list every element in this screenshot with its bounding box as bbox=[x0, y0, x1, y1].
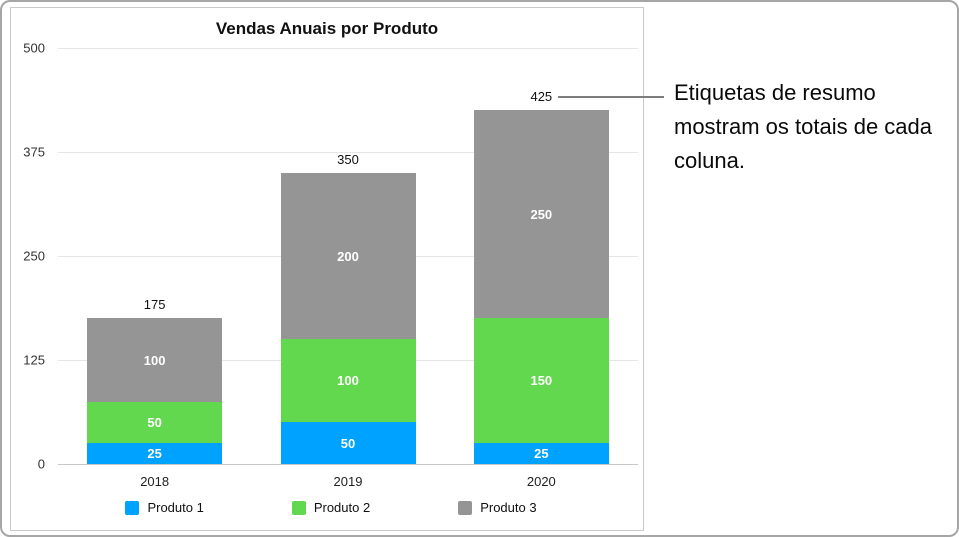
legend-item-produto-1: Produto 1 bbox=[125, 500, 204, 515]
chart-title: Vendas Anuais por Produto bbox=[215, 19, 439, 38]
legend-swatch bbox=[291, 500, 306, 515]
legend-swatch bbox=[125, 500, 140, 515]
x-axis-label: 2018 bbox=[140, 474, 170, 489]
total-label: 175 bbox=[143, 297, 166, 313]
bar-stack-2020: 25 150 250 bbox=[473, 110, 609, 464]
annotation-text: Etiquetas de resumo mostram os totais de… bbox=[674, 80, 933, 173]
gridline bbox=[58, 151, 638, 153]
bar-segment: 100 bbox=[280, 339, 416, 423]
segment-value-label: 100 bbox=[143, 352, 166, 368]
x-axis-label: 2020 bbox=[526, 474, 556, 489]
legend-label: Produto 3 bbox=[480, 500, 537, 515]
segment-value-label: 200 bbox=[337, 248, 359, 264]
y-axis: 0 125 250 375 500 bbox=[11, 41, 51, 472]
bar-stack-2018: 25 50 100 bbox=[87, 318, 223, 464]
legend-label: Produto 1 bbox=[147, 500, 204, 515]
y-axis-label: 500 bbox=[23, 40, 45, 56]
bar-segment: 200 bbox=[280, 172, 416, 340]
segment-value-label: 250 bbox=[530, 206, 553, 222]
segment-value-label: 25 bbox=[147, 446, 162, 462]
gridline bbox=[58, 47, 638, 49]
bar-segment: 250 bbox=[473, 110, 609, 319]
bar-stack-2019: 50 100 200 bbox=[280, 172, 416, 464]
y-axis-label: 125 bbox=[23, 352, 45, 368]
y-axis-label: 375 bbox=[23, 144, 45, 160]
segment-value-label: 150 bbox=[530, 373, 553, 389]
chart-panel: Vendas Anuais por Produto 0 125 250 375 500 … bbox=[10, 7, 644, 531]
legend-swatch bbox=[458, 500, 473, 515]
bar-segment: 25 bbox=[473, 443, 609, 464]
y-axis-label: 250 bbox=[23, 248, 45, 264]
bar-segment: 150 bbox=[473, 318, 609, 444]
y-axis-label: 0 bbox=[37, 456, 45, 472]
segment-value-label: 25 bbox=[534, 446, 549, 462]
x-axis: 2018 2019 2020 bbox=[58, 468, 638, 492]
segment-value-label: 100 bbox=[337, 373, 359, 389]
segment-value-label: 50 bbox=[147, 414, 162, 430]
callout-line bbox=[558, 96, 664, 98]
bar-segment: 50 bbox=[280, 422, 416, 464]
x-axis-label: 2019 bbox=[333, 474, 363, 489]
total-label: 350 bbox=[337, 151, 359, 167]
bar-segment: 50 bbox=[87, 401, 223, 444]
plot-area: 25 50 100 175 50 100 200 350 25 150 250 425 bbox=[58, 47, 638, 465]
total-label: 425 bbox=[530, 89, 553, 105]
segment-value-label: 50 bbox=[340, 435, 356, 451]
bar-segment: 100 bbox=[87, 318, 223, 402]
legend-item-produto-2: Produto 2 bbox=[291, 500, 371, 515]
legend-item-produto-3: Produto 3 bbox=[458, 500, 537, 515]
bar-segment: 25 bbox=[87, 443, 223, 464]
chart-legend: Produto 1 Produto 2 Produto 3 bbox=[41, 500, 621, 515]
legend-label: Produto 2 bbox=[313, 500, 371, 515]
